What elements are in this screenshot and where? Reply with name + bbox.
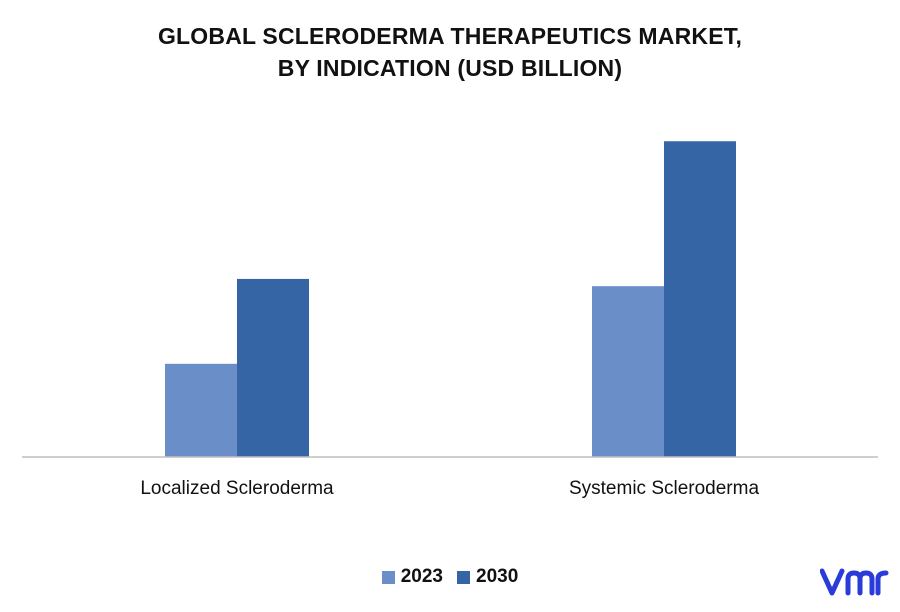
bars-group	[165, 141, 736, 457]
chart-title-line-2: BY INDICATION (USD BILLION)	[277, 55, 623, 81]
legend-swatch-2023	[381, 570, 395, 584]
chart-title: GLOBAL SCLERODERMA THERAPEUTICS MARKET, …	[0, 20, 900, 84]
bar-localized-scleroderma-2030	[237, 278, 309, 457]
bar-localized-scleroderma-2023	[165, 363, 237, 457]
vmr-logo	[819, 565, 892, 604]
legend: 2023 2030	[0, 566, 900, 588]
bar-systemic-scleroderma-2023	[592, 286, 664, 457]
legend-item-2030: 2030	[457, 566, 518, 588]
chart-title-line-1: GLOBAL SCLERODERMA THERAPEUTICS MARKET,	[157, 23, 743, 49]
bar-systemic-scleroderma-2030	[664, 141, 736, 457]
legend-item-2023: 2023	[381, 566, 443, 588]
legend-swatch-2030	[457, 570, 470, 584]
vmr-logo-mark	[819, 568, 889, 596]
legend-label-2030: 2030	[476, 566, 519, 587]
legend-label-2023: 2023	[400, 566, 443, 587]
category-label-systemic: Systemic Scleroderma	[568, 478, 760, 499]
category-label-localized: Localized Scleroderma	[140, 478, 334, 499]
